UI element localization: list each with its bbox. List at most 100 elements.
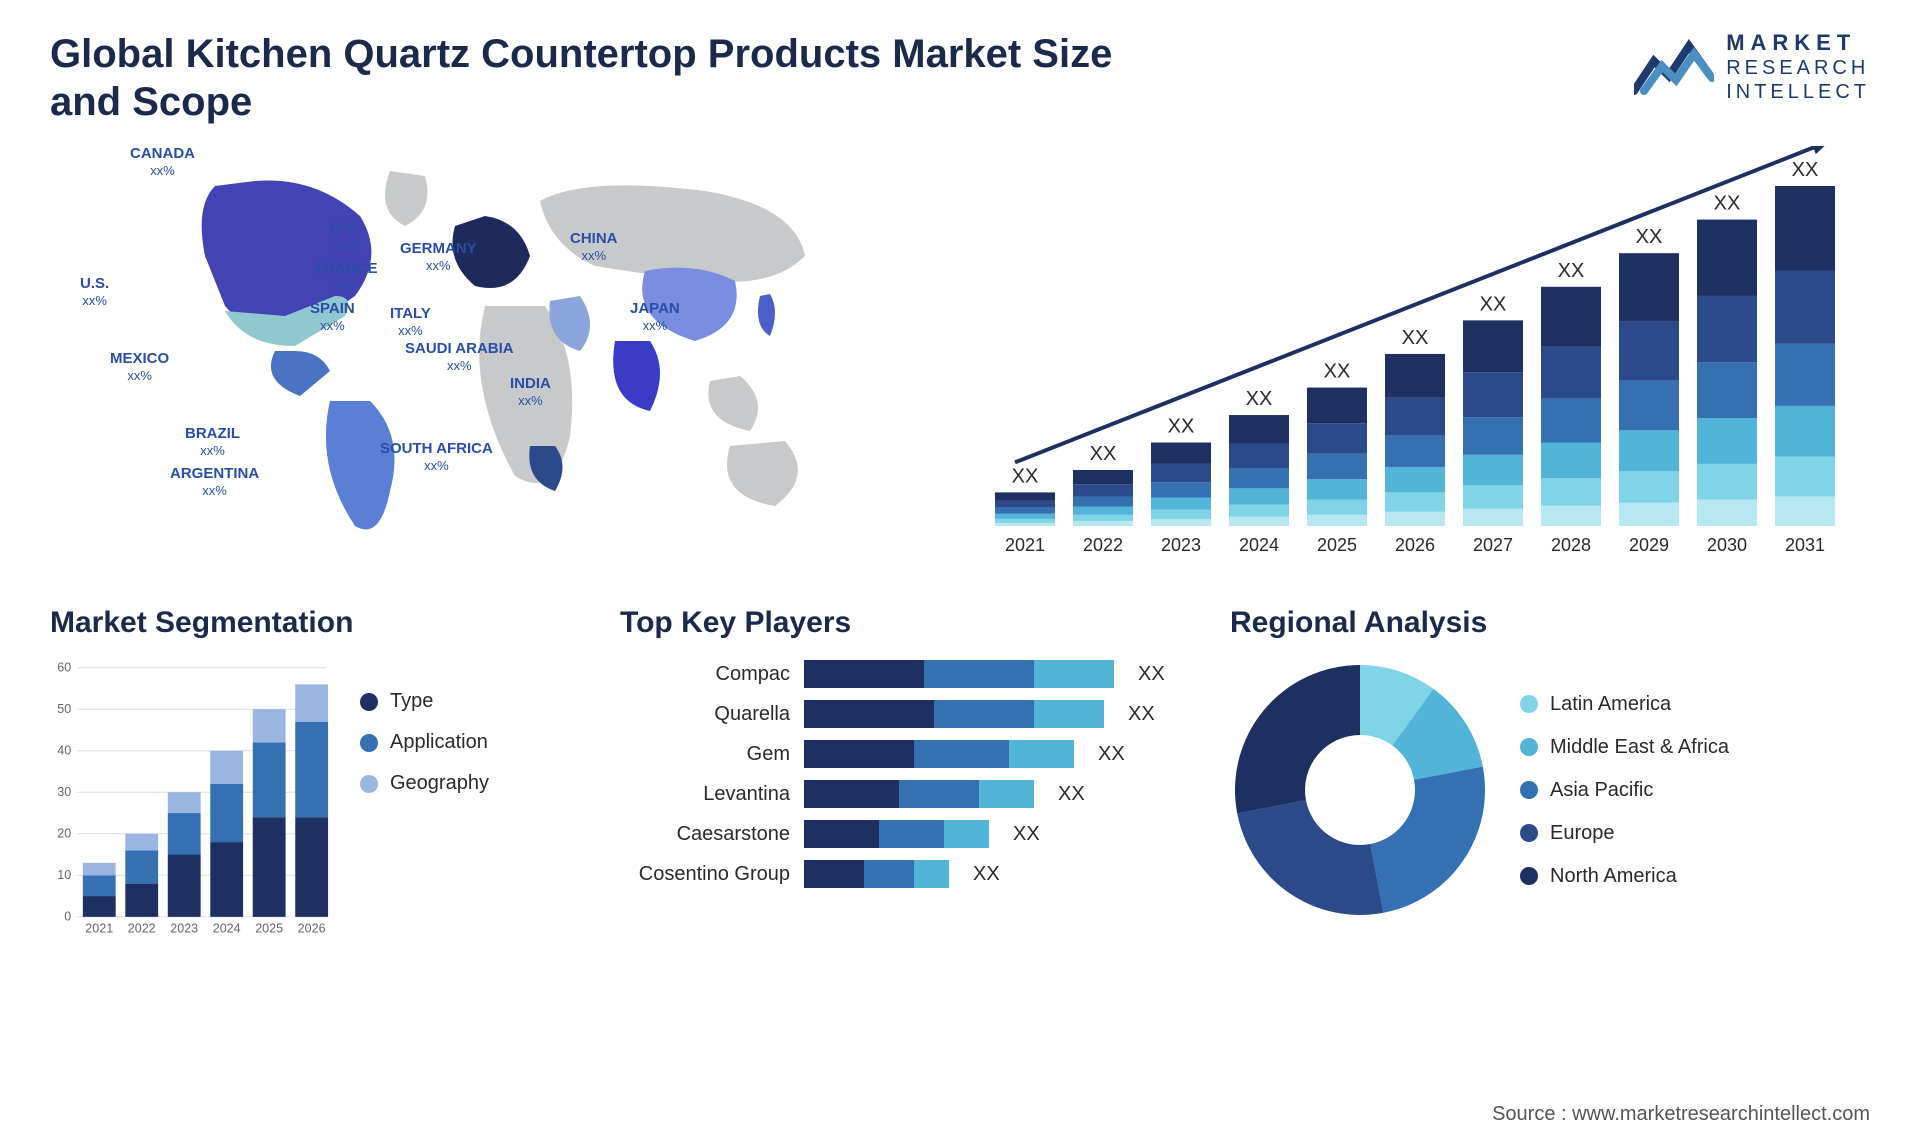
svg-text:2025: 2025	[255, 921, 283, 935]
player-label: Cosentino Group	[620, 863, 790, 886]
map-label: SPAINxx%	[310, 301, 355, 334]
legend-label: Asia Pacific	[1550, 779, 1653, 802]
growth-x-label: 2031	[1785, 535, 1825, 555]
growth-bar-value: XX	[1324, 361, 1351, 383]
segmentation-bar-segment	[253, 817, 286, 917]
segmentation-bar-segment	[168, 792, 201, 813]
growth-bar-segment	[1619, 321, 1679, 380]
player-bar	[804, 780, 1034, 808]
donut-slice	[1235, 665, 1360, 813]
growth-bar-value: XX	[1168, 416, 1195, 438]
logo-line-2: RESEARCH	[1726, 56, 1870, 80]
world-map-panel: CANADAxx%U.S.xx%MEXICOxx%BRAZILxx%ARGENT…	[50, 146, 940, 566]
growth-bar-segment	[1463, 320, 1523, 372]
player-bar-segment	[924, 660, 1034, 688]
growth-x-label: 2025	[1317, 535, 1357, 555]
growth-bar-segment	[1619, 503, 1679, 526]
growth-bar-value: XX	[1636, 226, 1663, 248]
segmentation-bar-segment	[168, 813, 201, 855]
svg-text:2022: 2022	[128, 921, 156, 935]
source-attribution: Source : www.marketresearchintellect.com	[1492, 1103, 1870, 1126]
growth-bar-value: XX	[1402, 327, 1429, 349]
player-bar-segment	[1034, 700, 1104, 728]
growth-bar-segment	[1775, 406, 1835, 457]
growth-bar-segment	[1463, 485, 1523, 508]
player-bar-segment	[804, 660, 924, 688]
legend-swatch	[1520, 824, 1538, 842]
svg-text:30: 30	[57, 785, 71, 799]
segmentation-chart: 0102030405060 202120222023202420252026	[50, 660, 330, 940]
segmentation-bar-segment	[210, 784, 243, 842]
top-row: CANADAxx%U.S.xx%MEXICOxx%BRAZILxx%ARGENT…	[50, 146, 1870, 566]
growth-bar-segment	[1619, 253, 1679, 321]
player-bar	[804, 740, 1074, 768]
segmentation-bar-segment	[125, 884, 158, 917]
growth-bar-value: XX	[1012, 465, 1039, 487]
map-label: JAPANxx%	[630, 301, 680, 334]
growth-bar-segment	[1385, 512, 1445, 526]
segmentation-bar-segment	[210, 842, 243, 917]
player-value: XX	[973, 863, 1000, 886]
segmentation-stacked-bar: 0102030405060 202120222023202420252026	[50, 660, 330, 940]
segmentation-legend: TypeApplicationGeography	[360, 660, 489, 940]
growth-bar-segment	[1463, 509, 1523, 526]
segmentation-bar-segment	[83, 896, 116, 917]
segmentation-bar-segment	[253, 742, 286, 817]
growth-bar-segment	[1385, 492, 1445, 511]
logo-line-1: MARKET	[1726, 30, 1870, 56]
growth-bar-segment	[1697, 418, 1757, 464]
segmentation-panel: Market Segmentation 0102030405060 202120…	[50, 606, 570, 940]
legend-swatch	[360, 734, 378, 752]
growth-bar-segment	[1385, 435, 1445, 467]
map-label: SAUDI ARABIAxx%	[405, 341, 514, 374]
key-players-title: Top Key Players	[620, 606, 1180, 640]
player-bar-segment	[934, 700, 1034, 728]
player-bar-segment	[914, 860, 949, 888]
growth-bar-segment	[1541, 506, 1601, 526]
map-label: CHINAxx%	[570, 231, 618, 264]
map-label: U.S.xx%	[80, 276, 109, 309]
segmentation-bar-segment	[295, 684, 328, 721]
growth-bar-segment	[1307, 479, 1367, 499]
growth-bar-segment	[1463, 417, 1523, 455]
bottom-row: Market Segmentation 0102030405060 202120…	[50, 606, 1870, 940]
growth-bar-segment	[1073, 484, 1133, 496]
segmentation-bar-segment	[210, 751, 243, 784]
logo-line-3: INTELLECT	[1726, 80, 1870, 104]
player-label: Compac	[620, 663, 790, 686]
growth-bar-segment	[1229, 415, 1289, 444]
legend-label: Application	[390, 731, 488, 754]
growth-stacked-bar-chart: XX2021XX2022XX2023XX2024XX2025XX2026XX20…	[980, 146, 1870, 566]
growth-x-label: 2023	[1161, 535, 1201, 555]
player-bar-segment	[944, 820, 989, 848]
legend-label: North America	[1550, 865, 1677, 888]
growth-bar-segment	[1307, 388, 1367, 424]
map-label: GERMANYxx%	[400, 241, 477, 274]
player-bar-segment	[804, 780, 899, 808]
growth-chart-panel: XX2021XX2022XX2023XX2024XX2025XX2026XX20…	[980, 146, 1870, 566]
growth-bar-segment	[1307, 500, 1367, 515]
growth-bar-segment	[1073, 521, 1133, 526]
growth-bar-segment	[995, 508, 1055, 514]
key-players-chart: CompacXXQuarellaXXGemXXLevantinaXXCaesar…	[620, 660, 1180, 888]
map-label: FRANCExx%	[315, 261, 378, 294]
key-players-panel: Top Key Players CompacXXQuarellaXXGemXXL…	[620, 606, 1180, 940]
growth-arrow-head	[1811, 146, 1830, 154]
legend-item: North America	[1520, 865, 1729, 888]
growth-bar-value: XX	[1090, 443, 1117, 465]
growth-bar-segment	[1541, 399, 1601, 443]
legend-swatch	[1520, 695, 1538, 713]
growth-x-label: 2026	[1395, 535, 1435, 555]
svg-text:60: 60	[57, 661, 71, 675]
player-bar-segment	[914, 740, 1009, 768]
growth-bar-segment	[1229, 517, 1289, 526]
map-label: ITALYxx%	[390, 306, 431, 339]
growth-bar-segment	[995, 514, 1055, 519]
growth-x-label: 2028	[1551, 535, 1591, 555]
player-row: LevantinaXX	[620, 780, 1180, 808]
legend-item: Latin America	[1520, 693, 1729, 716]
svg-text:20: 20	[57, 827, 71, 841]
map-label: SOUTH AFRICAxx%	[380, 441, 493, 474]
growth-bar-value: XX	[1558, 260, 1585, 282]
player-bar	[804, 860, 949, 888]
